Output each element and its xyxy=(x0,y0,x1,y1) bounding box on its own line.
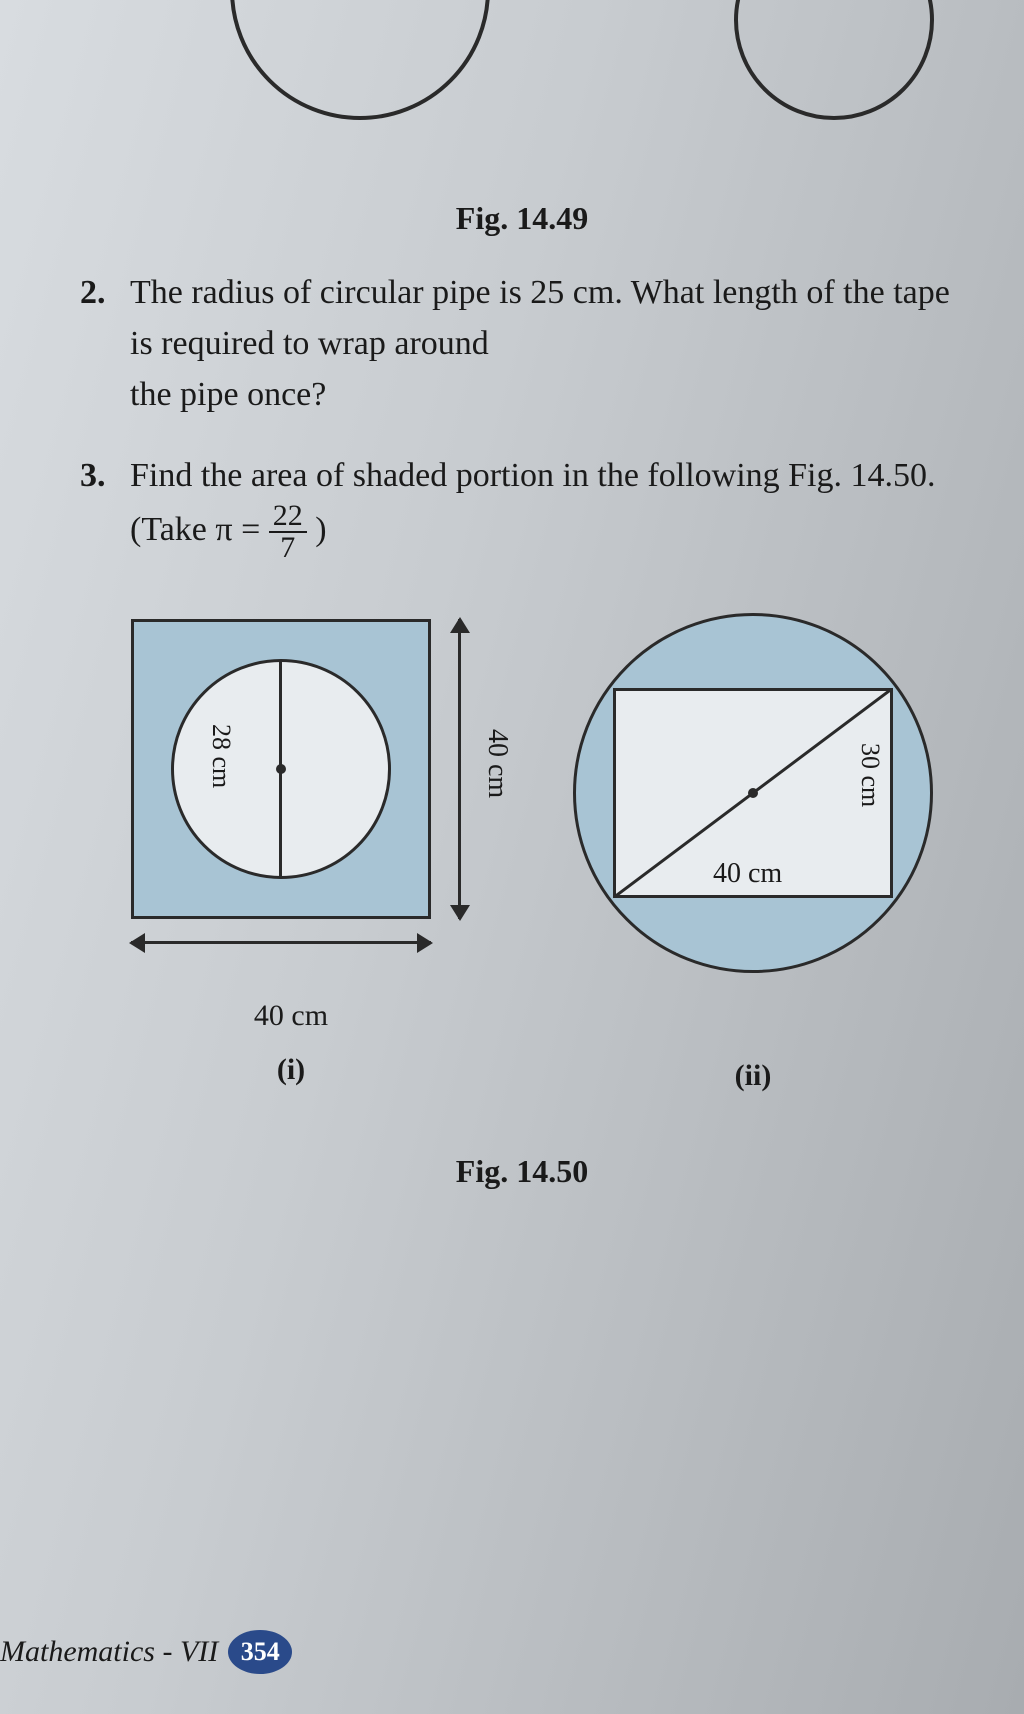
figure-ii-height-label: 30 cm xyxy=(855,743,885,807)
figure-ii-width-label: 40 cm xyxy=(713,858,782,890)
figure-i-diagram: 28 cm 40 cm xyxy=(101,609,481,969)
arrow-head-icon xyxy=(129,933,145,953)
figure-label-14-50: Fig. 14.50 xyxy=(80,1153,964,1190)
figures-row: 28 cm 40 cm 40 cm (i) xyxy=(80,603,964,1093)
figure-i: 28 cm 40 cm 40 cm (i) xyxy=(101,609,481,1087)
figure-ii-diagram: 40 cm 30 cm xyxy=(563,603,943,983)
figure-i-bottom-label: 40 cm xyxy=(254,999,328,1033)
dim-line xyxy=(458,619,461,919)
question-3: 3. Find the area of shaded portion in th… xyxy=(80,450,964,563)
figure-ii-sublabel: (ii) xyxy=(735,1059,772,1093)
footer-text: Mathematics - VII xyxy=(0,1635,218,1669)
question-3-text: Find the area of shaded portion in the f… xyxy=(130,450,964,563)
dim-line xyxy=(131,941,431,944)
figure-i-center-dot xyxy=(276,764,286,774)
arc-left xyxy=(230,0,490,120)
arrow-head-icon xyxy=(417,933,433,953)
question-3-number: 3. xyxy=(80,450,130,563)
page-number-badge: 354 xyxy=(228,1630,292,1674)
arrow-head-icon xyxy=(450,617,470,633)
question-2-number: 2. xyxy=(80,267,130,420)
question-3-main: Find the area of shaded portion in the f… xyxy=(130,457,936,548)
figure-i-sublabel: (i) xyxy=(277,1053,305,1087)
figure-ii: 40 cm 30 cm (ii) xyxy=(563,603,943,1093)
pi-numerator: 22 xyxy=(269,501,307,533)
question-2-line1: The radius of circular pipe is 25 cm. Wh… xyxy=(130,274,950,362)
figure-i-diameter-label: 28 cm xyxy=(206,724,236,788)
question-2-text: The radius of circular pipe is 25 cm. Wh… xyxy=(130,267,964,420)
figure-ii-center-dot xyxy=(748,788,758,798)
arc-right xyxy=(734,0,934,120)
figure-i-bottom-dimension xyxy=(131,929,431,959)
top-partial-circles xyxy=(80,40,964,160)
figure-label-14-49: Fig. 14.49 xyxy=(80,200,964,237)
page-content: Fig. 14.49 2. The radius of circular pip… xyxy=(0,0,1024,1714)
question-2: 2. The radius of circular pipe is 25 cm.… xyxy=(80,267,964,420)
pi-denominator: 7 xyxy=(269,533,307,563)
arrow-head-icon xyxy=(450,905,470,921)
figure-i-right-dimension xyxy=(446,619,476,919)
question-2-line2: the pipe once? xyxy=(130,376,326,413)
question-3-close: ) xyxy=(315,511,326,548)
figure-i-right-label: 40 cm xyxy=(481,729,513,798)
page-footer: Mathematics - VII 354 xyxy=(0,1630,292,1674)
pi-fraction: 22 7 xyxy=(269,501,307,563)
